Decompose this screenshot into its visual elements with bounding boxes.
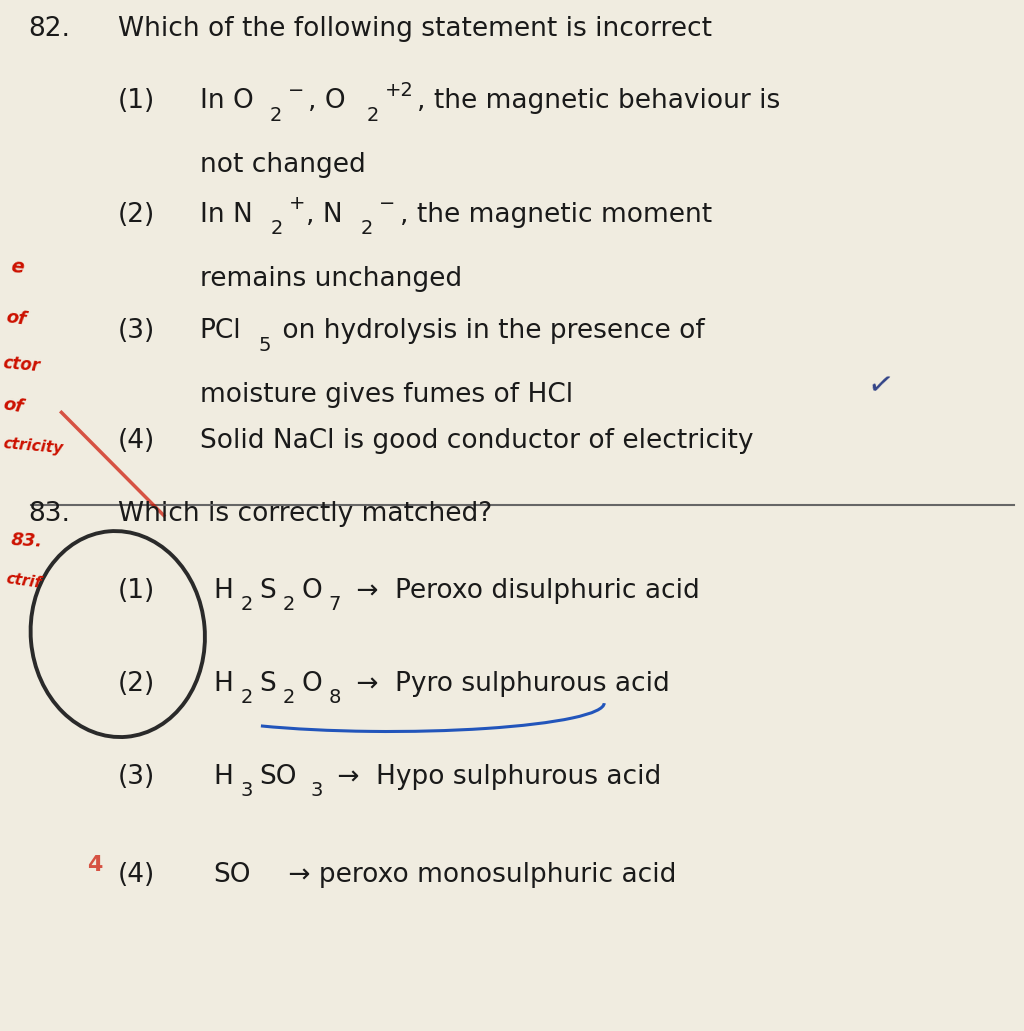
Text: on hydrolysis in the presence of: on hydrolysis in the presence of bbox=[274, 319, 706, 344]
Text: Peroxo disulphuric acid: Peroxo disulphuric acid bbox=[395, 578, 700, 604]
Text: ctrif: ctrif bbox=[5, 571, 42, 591]
Text: 3: 3 bbox=[241, 780, 253, 800]
Text: O: O bbox=[301, 671, 322, 697]
Text: 82.: 82. bbox=[29, 16, 71, 42]
Text: −: − bbox=[288, 80, 304, 100]
Text: 2: 2 bbox=[241, 595, 253, 614]
Text: Which is correctly matched?: Which is correctly matched? bbox=[118, 501, 492, 527]
Text: Pyro sulphurous acid: Pyro sulphurous acid bbox=[395, 671, 670, 697]
Text: S: S bbox=[259, 671, 275, 697]
Text: 7: 7 bbox=[329, 595, 341, 614]
Text: 83.: 83. bbox=[10, 531, 43, 551]
Text: 2: 2 bbox=[270, 219, 283, 238]
Text: (3): (3) bbox=[118, 764, 155, 790]
Text: 3: 3 bbox=[310, 780, 323, 800]
Text: H: H bbox=[213, 578, 232, 604]
Text: , O: , O bbox=[308, 89, 346, 114]
Text: In O: In O bbox=[200, 89, 253, 114]
Text: Which of the following statement is incorrect: Which of the following statement is inco… bbox=[118, 16, 712, 42]
Text: ctricity: ctricity bbox=[2, 436, 63, 457]
Text: 2: 2 bbox=[269, 105, 282, 125]
Text: Hypo sulphurous acid: Hypo sulphurous acid bbox=[376, 764, 662, 790]
Text: Solid NaCl is good conductor of electricity: Solid NaCl is good conductor of electric… bbox=[200, 429, 754, 455]
Text: (4): (4) bbox=[118, 862, 155, 888]
Text: 8: 8 bbox=[329, 688, 341, 707]
Text: 2: 2 bbox=[241, 688, 253, 707]
Text: SO: SO bbox=[213, 862, 251, 888]
Text: ✓: ✓ bbox=[865, 370, 895, 403]
Text: 2: 2 bbox=[283, 595, 295, 614]
Text: 5: 5 bbox=[258, 335, 270, 355]
Text: , N: , N bbox=[306, 202, 343, 228]
Text: O: O bbox=[301, 578, 322, 604]
Text: e: e bbox=[10, 257, 26, 277]
Text: of: of bbox=[2, 395, 26, 417]
Text: →: → bbox=[348, 671, 387, 697]
Text: (2): (2) bbox=[118, 202, 155, 228]
Text: → peroxo monosulphuric acid: → peroxo monosulphuric acid bbox=[280, 862, 676, 888]
Text: 2: 2 bbox=[367, 105, 379, 125]
Text: , the magnetic behaviour is: , the magnetic behaviour is bbox=[417, 89, 780, 114]
Text: →: → bbox=[329, 764, 368, 790]
Text: of: of bbox=[5, 308, 28, 329]
Text: 2: 2 bbox=[283, 688, 295, 707]
Text: 2: 2 bbox=[360, 219, 373, 238]
Text: PCl: PCl bbox=[200, 319, 242, 344]
Text: (2): (2) bbox=[118, 671, 155, 697]
Text: In N: In N bbox=[200, 202, 253, 228]
Text: (1): (1) bbox=[118, 89, 155, 114]
Text: H: H bbox=[213, 764, 232, 790]
Text: (4): (4) bbox=[118, 429, 155, 455]
Text: S: S bbox=[259, 578, 275, 604]
Text: moisture gives fumes of HCl: moisture gives fumes of HCl bbox=[200, 383, 572, 408]
Text: , the magnetic moment: , the magnetic moment bbox=[400, 202, 713, 228]
Text: →: → bbox=[348, 578, 387, 604]
Text: H: H bbox=[213, 671, 232, 697]
Text: 4: 4 bbox=[87, 855, 102, 875]
Text: remains unchanged: remains unchanged bbox=[200, 266, 462, 292]
Text: ctor: ctor bbox=[2, 354, 41, 375]
Text: not changed: not changed bbox=[200, 153, 366, 178]
Text: 83.: 83. bbox=[29, 501, 71, 527]
Text: +: + bbox=[289, 194, 305, 213]
Text: +2: +2 bbox=[385, 80, 414, 100]
Text: SO: SO bbox=[259, 764, 297, 790]
Text: −: − bbox=[379, 194, 395, 213]
Text: (1): (1) bbox=[118, 578, 155, 604]
Text: (3): (3) bbox=[118, 319, 155, 344]
